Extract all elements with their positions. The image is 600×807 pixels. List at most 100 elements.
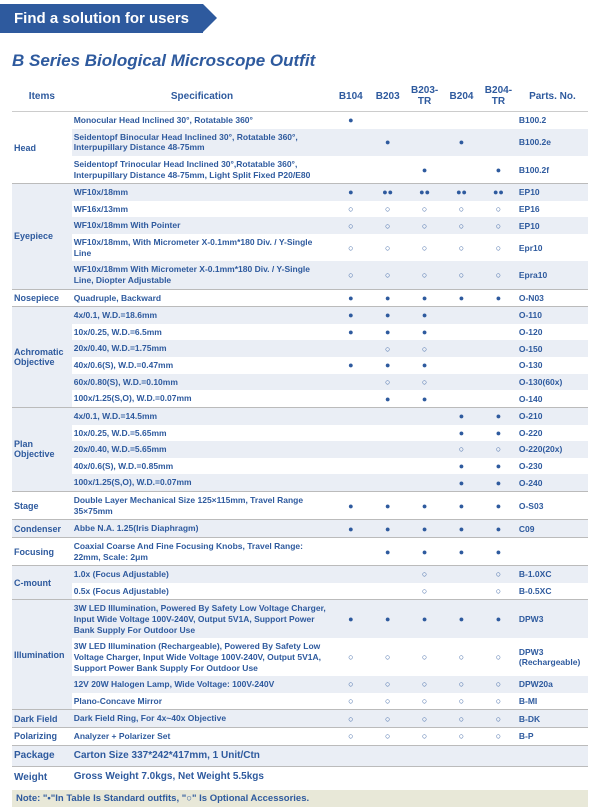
mark-cell: [480, 390, 517, 407]
footnote: Note: "•"In Table Is Standard outfits, "…: [12, 790, 588, 807]
parts-cell: B100.2f: [517, 156, 588, 184]
mark-cell: [443, 566, 480, 583]
footer-label: Package: [12, 745, 72, 767]
mark-cell: ●: [443, 425, 480, 442]
table-row: WF16x/13mm○○○○○EP16: [12, 201, 588, 218]
mark-cell: [443, 357, 480, 374]
mark-cell: ○: [480, 583, 517, 600]
mark-cell: ●: [332, 289, 369, 307]
mark-cell: ○: [332, 638, 369, 676]
mark-cell: ○: [369, 676, 406, 693]
page-title: B Series Biological Microscope Outfit: [12, 51, 588, 71]
mark-cell: ○: [332, 261, 369, 289]
table-row: 20x/0.40, W.D.=5.65mm○○O-220(20x): [12, 441, 588, 458]
mark-cell: ○: [369, 201, 406, 218]
mark-cell: [332, 474, 369, 491]
spec-cell: Seidentopf Binocular Head Inclined 30°, …: [72, 129, 333, 156]
mark-cell: [443, 307, 480, 324]
group-label: Eyepiece: [12, 184, 72, 289]
header-spec: Specification: [72, 81, 333, 112]
mark-cell: ●: [369, 129, 406, 156]
mark-cell: ●: [332, 357, 369, 374]
spec-cell: WF10x/18mm, With Micrometer X-0.1mm*180 …: [72, 234, 333, 261]
footer-spec: Carton Size 337*242*417mm, 1 Unit/Ctn: [72, 745, 588, 767]
group-label: Nosepiece: [12, 289, 72, 307]
table-row: 100x/1.25(S,O), W.D.=0.07mm●●O-140: [12, 390, 588, 407]
parts-cell: O-110: [517, 307, 588, 324]
mark-cell: [406, 112, 443, 129]
mark-cell: ●: [406, 520, 443, 538]
mark-cell: ○: [443, 638, 480, 676]
mark-cell: ○: [406, 710, 443, 728]
mark-cell: ●: [332, 492, 369, 520]
spec-cell: 100x/1.25(S,O), W.D.=0.07mm: [72, 474, 333, 491]
page-banner: Find a solution for users: [0, 4, 203, 33]
mark-cell: ○: [369, 340, 406, 357]
mark-cell: [332, 390, 369, 407]
parts-cell: DPW3: [517, 600, 588, 638]
mark-cell: ○: [443, 261, 480, 289]
mark-cell: ○: [332, 676, 369, 693]
mark-cell: ●: [406, 324, 443, 341]
mark-cell: ○: [443, 728, 480, 746]
parts-cell: O-S03: [517, 492, 588, 520]
group-label: Condenser: [12, 520, 72, 538]
mark-cell: ●: [369, 324, 406, 341]
parts-cell: B-0.5XC: [517, 583, 588, 600]
mark-cell: [443, 583, 480, 600]
mark-cell: ●●: [369, 184, 406, 201]
mark-cell: ○: [369, 693, 406, 710]
mark-cell: ○: [480, 201, 517, 218]
spec-cell: 60x/0.80(S), W.D.=0.10mm: [72, 374, 333, 391]
table-row: Illumination3W LED Illumination, Powered…: [12, 600, 588, 638]
header-model-0: B104: [332, 81, 369, 112]
mark-cell: ●: [332, 112, 369, 129]
spec-cell: WF10x/18mm: [72, 184, 333, 201]
mark-cell: ○: [332, 201, 369, 218]
mark-cell: ●: [369, 537, 406, 565]
parts-cell: O-220: [517, 425, 588, 442]
mark-cell: ○: [406, 583, 443, 600]
mark-cell: ●: [369, 492, 406, 520]
mark-cell: ○: [332, 234, 369, 261]
table-row: Plan Objective4x/0.1, W.D.=14.5mm●●O-210: [12, 407, 588, 424]
mark-cell: ○: [369, 374, 406, 391]
mark-cell: ○: [406, 340, 443, 357]
mark-cell: ○: [480, 566, 517, 583]
mark-cell: ○: [369, 217, 406, 234]
spec-cell: 10x/0.25, W.D.=5.65mm: [72, 425, 333, 442]
mark-cell: ○: [369, 638, 406, 676]
spec-cell: 4x/0.1, W.D.=18.6mm: [72, 307, 333, 324]
table-row: CondenserAbbe N.A. 1.25(Iris Diaphragm) ●…: [12, 520, 588, 538]
mark-cell: ○: [369, 728, 406, 746]
mark-cell: ○: [443, 234, 480, 261]
parts-cell: EP10: [517, 217, 588, 234]
table-row: 40x/0.6(S), W.D.=0.85mm●●O-230: [12, 458, 588, 475]
table-row: HeadMonocular Head Inclined 30°, Rotatab…: [12, 112, 588, 129]
table-row: Seidentopf Binocular Head Inclined 30°, …: [12, 129, 588, 156]
group-label: Head: [12, 112, 72, 184]
mark-cell: [369, 425, 406, 442]
table-row: 10x/0.25, W.D.=6.5mm●●●O-120: [12, 324, 588, 341]
spec-cell: 3W LED Illumination (Rechargeable), Powe…: [72, 638, 333, 676]
mark-cell: ○: [406, 566, 443, 583]
spec-cell: Dark Field Ring, For 4x~40x Objective: [72, 710, 333, 728]
mark-cell: ●: [406, 289, 443, 307]
mark-cell: [369, 566, 406, 583]
mark-cell: ○: [480, 710, 517, 728]
parts-cell: C09: [517, 520, 588, 538]
mark-cell: ●: [480, 425, 517, 442]
table-row: Plano-Concave Mirror○○○○○B-MI: [12, 693, 588, 710]
mark-cell: [332, 458, 369, 475]
mark-cell: [332, 407, 369, 424]
mark-cell: ○: [443, 201, 480, 218]
mark-cell: [369, 458, 406, 475]
mark-cell: [369, 112, 406, 129]
spec-cell: Abbe N.A. 1.25(Iris Diaphragm): [72, 520, 333, 538]
spec-cell: WF16x/13mm: [72, 201, 333, 218]
mark-cell: ●: [369, 600, 406, 638]
parts-cell: EP16: [517, 201, 588, 218]
mark-cell: ○: [332, 728, 369, 746]
table-row: C-mount1.0x (Focus Adjustable)○○B-1.0XC: [12, 566, 588, 583]
mark-cell: ○: [406, 693, 443, 710]
